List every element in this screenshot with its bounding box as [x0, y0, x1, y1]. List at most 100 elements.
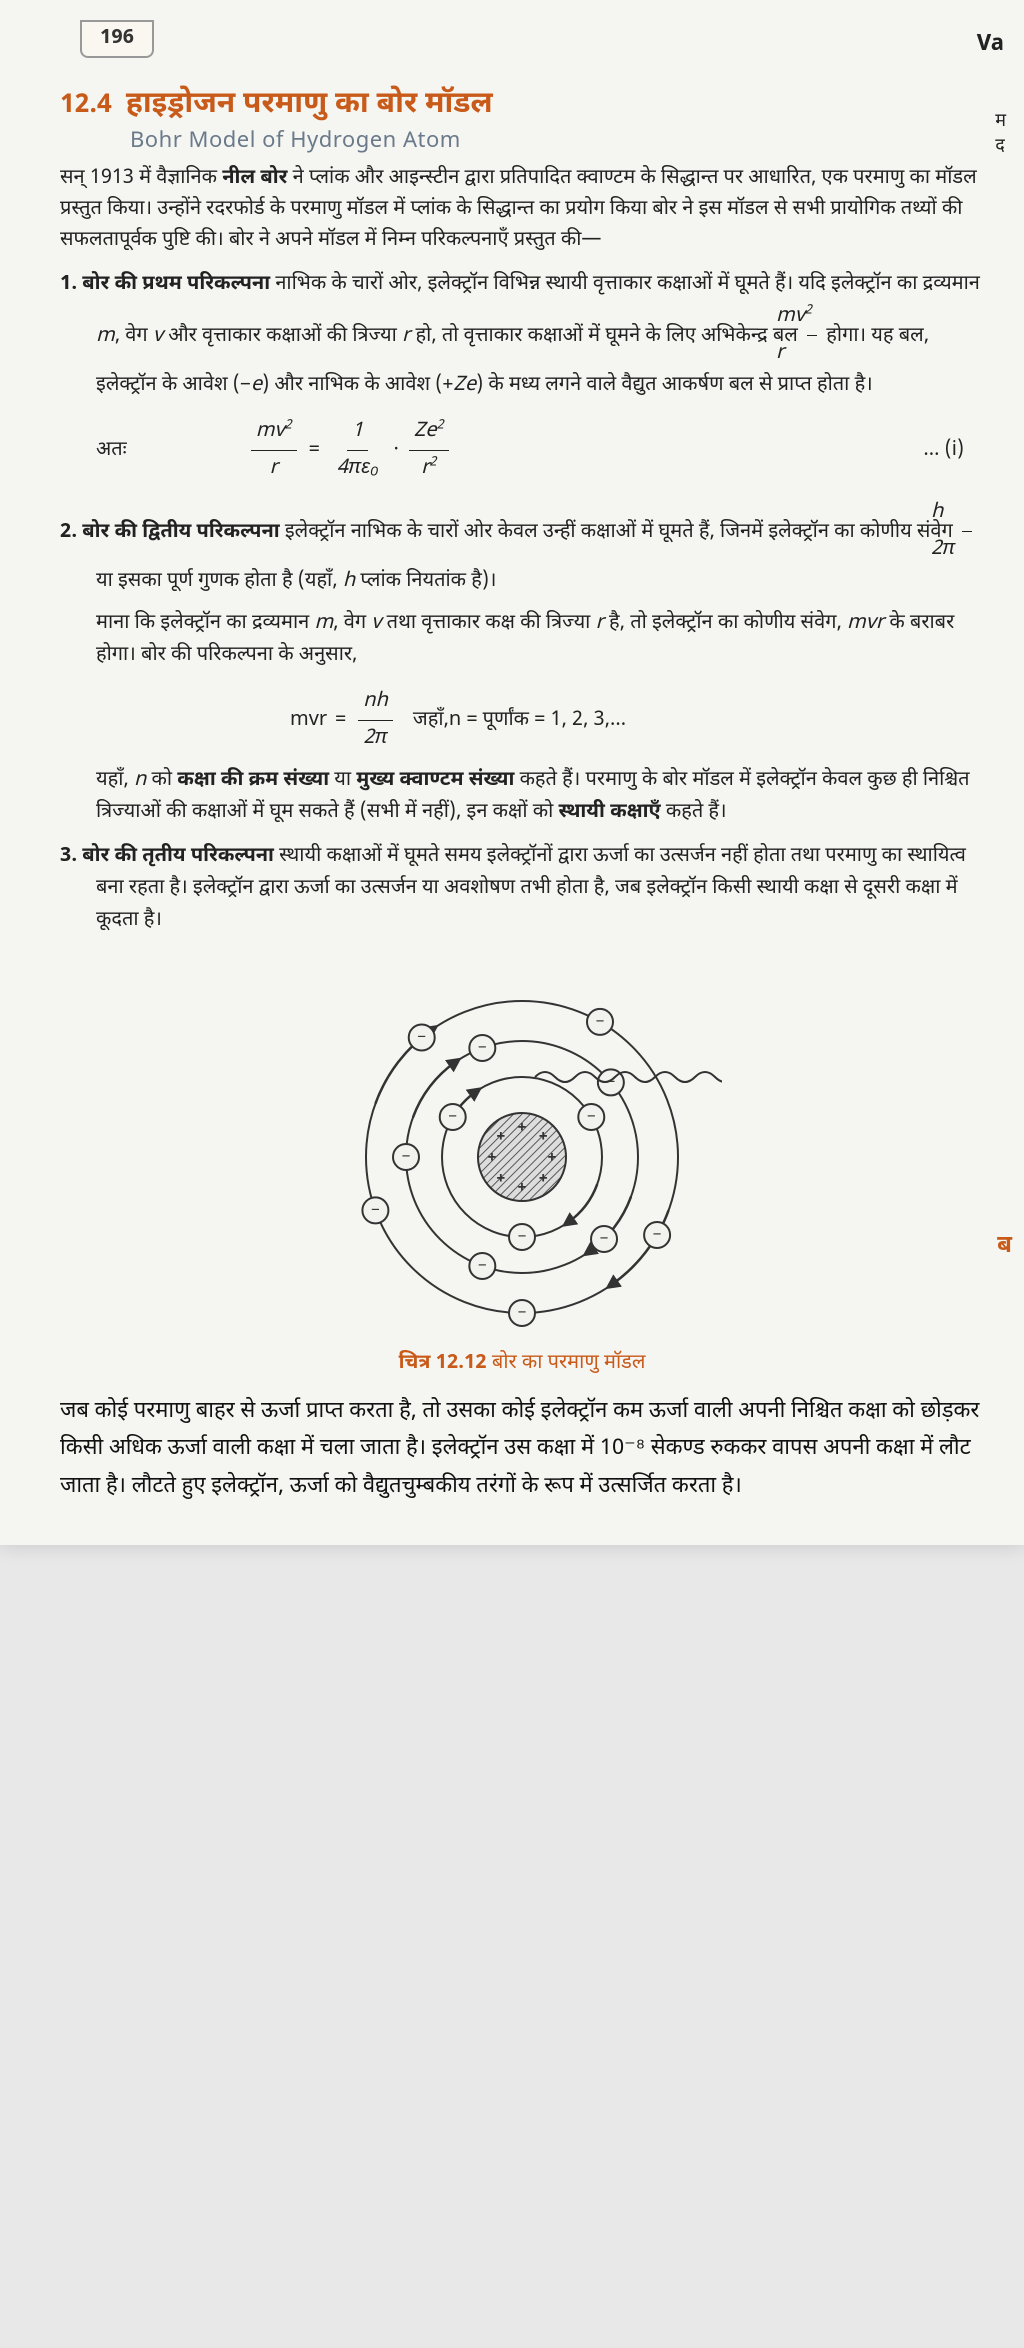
name-niels-bohr: नील बोर [222, 166, 287, 192]
header-cut-text: Va [977, 30, 1004, 59]
text: और वृत्ताकार कक्षाओं की त्रिज्या [163, 324, 402, 350]
svg-text:+: + [517, 1118, 526, 1139]
equals: = [309, 435, 320, 467]
svg-text:+: + [517, 1178, 526, 1199]
text: यहाँ, [96, 768, 134, 794]
postulate-title: बोर की तृतीय परिकल्पना [82, 844, 274, 870]
h-over-2pi-fraction: h 2π [962, 497, 972, 566]
svg-text:−: − [417, 1027, 426, 1048]
text: ) के मध्य लगने वाले वैद्युत आकर्षण बल से… [476, 373, 873, 399]
text: तथा वृत्ताकार कक्ष की त्रिज्या [381, 611, 595, 637]
svg-text:−: − [402, 1147, 411, 1168]
text: , वेग [115, 324, 153, 350]
postulate-3: 3. बोर की तृतीय परिकल्पना स्थायी कक्षाओं… [60, 841, 984, 937]
svg-text:−: − [600, 1229, 609, 1250]
svg-text:−: − [478, 1038, 487, 1059]
text: या इसका पूर्ण गुणक होता है (यहाँ, [96, 569, 343, 595]
lhs-fraction: mv2 r [251, 416, 297, 485]
figure-bohr-model: ++++++++−−−−−−−−−−−−− चित्र 12.12 बोर का… [60, 957, 984, 1377]
svg-text:−: − [478, 1256, 487, 1277]
list-number: 2. [60, 520, 77, 546]
term-orbit-number: कक्षा की क्रम संख्या [177, 768, 329, 794]
text: हो, तो वृत्ताकार कक्षाओं में घूमने के लि… [410, 324, 803, 350]
text: माना कि इलेक्ट्रॉन का द्रव्यमान [96, 611, 314, 637]
equation-angular-momentum: mvr = nh 2π जहाँ, n = पूर्णांक = 1, 2, 3… [290, 686, 984, 755]
var-mvr: mvr [847, 611, 884, 637]
frac-top: mv [256, 419, 285, 445]
postulate-title: बोर की द्वितीय परिकल्पना [82, 520, 279, 546]
var-n: n [134, 768, 146, 794]
section-title-english: Bohr Model of Hydrogen Atom [130, 127, 984, 156]
text: कहते हैं। [661, 800, 727, 826]
svg-text:−: − [653, 1225, 662, 1246]
svg-text:−: − [448, 1107, 457, 1128]
therefore-label: अतः [96, 435, 127, 467]
coulomb-constant-fraction: 1 4πε₀ [332, 416, 384, 485]
text: या [329, 768, 356, 794]
text: को [146, 768, 177, 794]
equation-i: अतः mv2 r = 1 4πε₀ · Ze2 r2 ... (i) [60, 416, 984, 485]
var-r: r [596, 611, 604, 637]
text: इलेक्ट्रॉन नाभिक के चारों ओर केवल उन्हीं… [280, 520, 958, 546]
svg-text:+: + [487, 1148, 496, 1169]
frac-bot: 4πε₀ [332, 451, 384, 485]
side-char: म [995, 110, 1006, 135]
equals: = [335, 705, 346, 737]
charge-fraction: Ze2 r2 [409, 416, 449, 485]
svg-text:+: + [547, 1148, 556, 1169]
intro-paragraph: सन् 1913 में वैज्ञानिक नील बोर ने प्लांक… [60, 164, 984, 257]
frac-top: nh [358, 686, 393, 721]
text: सन् 1913 में वैज्ञानिक [60, 166, 222, 192]
var-e: e [251, 373, 262, 399]
postulate-title: बोर की प्रथम परिकल्पना [82, 272, 270, 298]
frac-top: 1 [347, 416, 368, 451]
figure-caption: चित्र 12.12 बोर का परमाणु मॉडल [399, 1351, 646, 1377]
bohr-diagram: ++++++++−−−−−−−−−−−−− [322, 957, 722, 1337]
frac-top: h [962, 497, 972, 532]
postulate-2-detail: माना कि इलेक्ट्रॉन का द्रव्यमान m, वेग v… [60, 608, 984, 672]
postulate-2-conclusion: यहाँ, n को कक्षा की क्रम संख्या या मुख्य… [60, 765, 984, 829]
text: ) और नाभिक के आवेश (+ [262, 373, 453, 399]
dot: · [393, 435, 398, 467]
var-m: m [96, 324, 115, 350]
n-condition: n = पूर्णांक = 1, 2, 3,… [449, 705, 626, 737]
where-label: जहाँ, [413, 705, 449, 737]
svg-text:+: + [539, 1169, 548, 1190]
side-margin-chars: म द [995, 110, 1006, 160]
svg-text:−: − [518, 1227, 527, 1248]
section-number: 12.4 [60, 89, 112, 123]
side-accent-char: ब [997, 1230, 1012, 1262]
lhs-mvr: mvr [290, 705, 327, 737]
figure-number: चित्र 12.12 [399, 1351, 487, 1377]
var-Ze: Ze [453, 373, 476, 399]
svg-text:−: − [371, 1200, 380, 1221]
var-v: v [371, 611, 381, 637]
text: नाभिक के चारों ओर, इलेक्ट्रॉन विभिन्न स्… [270, 272, 980, 298]
final-paragraph: जब कोई परमाणु बाहर से ऊर्जा प्राप्त करता… [60, 1393, 984, 1505]
section-title-hindi: हाइड्रोजन परमाणु का बोर मॉडल [126, 86, 493, 125]
page-number: 196 [80, 20, 154, 58]
frac-bot: 2π [962, 532, 972, 566]
frac-bot: r [807, 336, 817, 370]
list-number: 1. [60, 272, 77, 298]
text: , वेग [333, 611, 371, 637]
svg-text:−: − [606, 1072, 615, 1093]
list-number: 3. [60, 844, 77, 870]
svg-text:+: + [496, 1169, 505, 1190]
postulate-1: 1. बोर की प्रथम परिकल्पना नाभिक के चारों… [60, 269, 984, 402]
nh-over-2pi-fraction: nh 2π [358, 686, 393, 755]
frac-bot: 2π [358, 721, 392, 755]
svg-text:−: − [596, 1012, 605, 1033]
term-quantum-number: मुख्य क्वाण्टम संख्या [356, 768, 514, 794]
var-m: m [314, 611, 333, 637]
page: 196 Va म द ब 12.4 हाइड्रोजन परमाणु का बो… [0, 0, 1024, 1545]
svg-text:−: − [518, 1303, 527, 1324]
side-char: द [995, 135, 1006, 160]
figure-title: बोर का परमाणु मॉडल [487, 1351, 646, 1377]
svg-text:−: − [587, 1107, 596, 1128]
svg-text:+: + [539, 1127, 548, 1148]
frac-top: mv [776, 304, 805, 330]
text: प्लांक नियतांक है)। [355, 569, 496, 595]
svg-text:+: + [496, 1127, 505, 1148]
var-h: h [343, 569, 355, 595]
